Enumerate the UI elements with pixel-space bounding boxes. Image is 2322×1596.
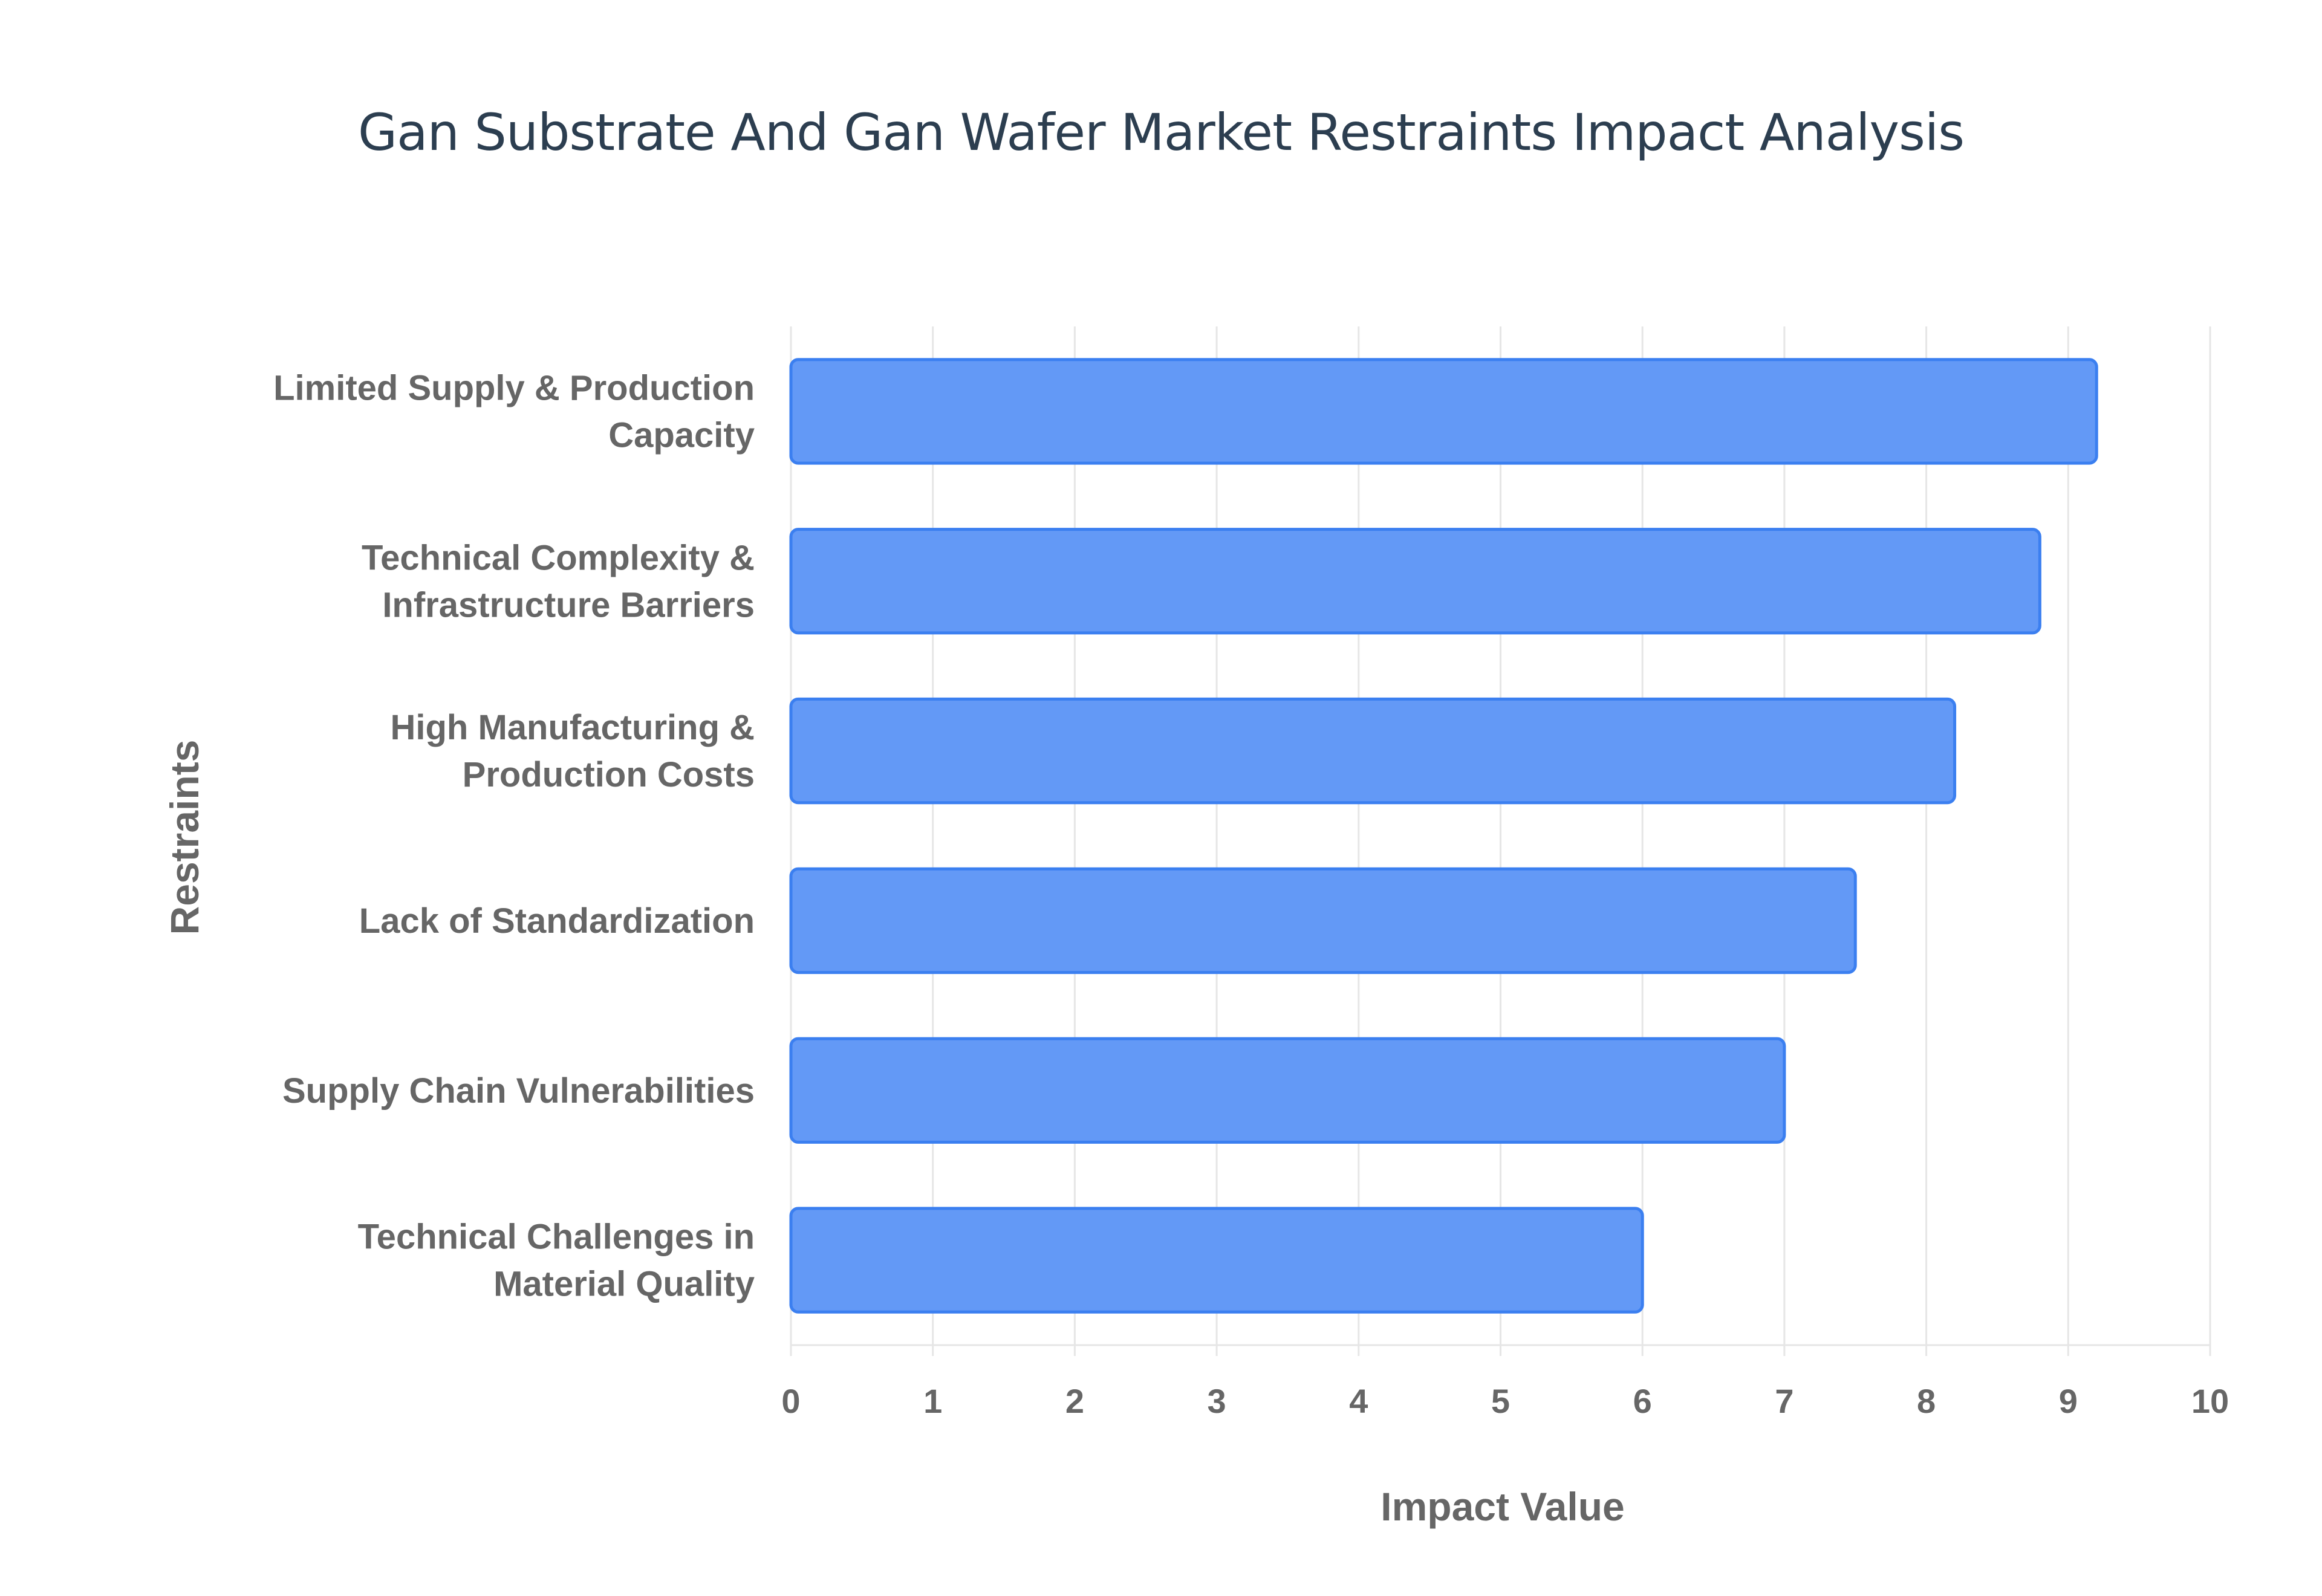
x-axis-title: Impact Value — [1381, 1484, 1625, 1529]
x-tick-label: 7 — [1775, 1382, 1794, 1420]
x-tick-label: 10 — [2191, 1382, 2229, 1420]
x-tick-labels: 0 1 2 3 4 5 6 7 8 9 10 — [781, 1382, 2229, 1420]
y-tick-labels: Limited Supply & Production Capacity Techn… — [273, 368, 755, 1303]
grid-lines — [790, 326, 2211, 1356]
y-axis-title: Restraints — [162, 740, 207, 935]
y-tick-label: Lack of Standardization — [359, 901, 755, 941]
x-tick-label: 0 — [781, 1382, 800, 1420]
y-tick-label: Limited Supply & Production Capacity — [273, 368, 755, 455]
bars — [789, 358, 2098, 1314]
bar — [789, 1207, 1644, 1314]
x-tick-label: 9 — [2059, 1382, 2078, 1420]
x-tick-label: 2 — [1065, 1382, 1084, 1420]
bar — [789, 528, 2041, 635]
y-tick-label: Technical Challenges in Material Quality — [358, 1218, 755, 1304]
bar — [789, 697, 1957, 805]
bar — [789, 358, 2098, 465]
x-tick-label: 6 — [1633, 1382, 1652, 1420]
bar — [789, 1037, 1786, 1144]
bar — [789, 867, 1857, 975]
x-tick-label: 8 — [1917, 1382, 1936, 1420]
x-tick-label: 4 — [1349, 1382, 1368, 1420]
x-tick-label: 1 — [923, 1382, 942, 1420]
x-tick-label: 5 — [1491, 1382, 1510, 1420]
y-tick-label: Supply Chain Vulnerabilities — [282, 1071, 755, 1111]
y-tick-label: High Manufacturing & Production Costs — [390, 708, 755, 794]
x-tick-label: 3 — [1208, 1382, 1226, 1420]
chart-title: Gan Substrate And Gan Wafer Market Restr… — [358, 103, 1965, 162]
y-tick-label: Technical Complexity & Infrastructure Bar… — [362, 538, 755, 624]
